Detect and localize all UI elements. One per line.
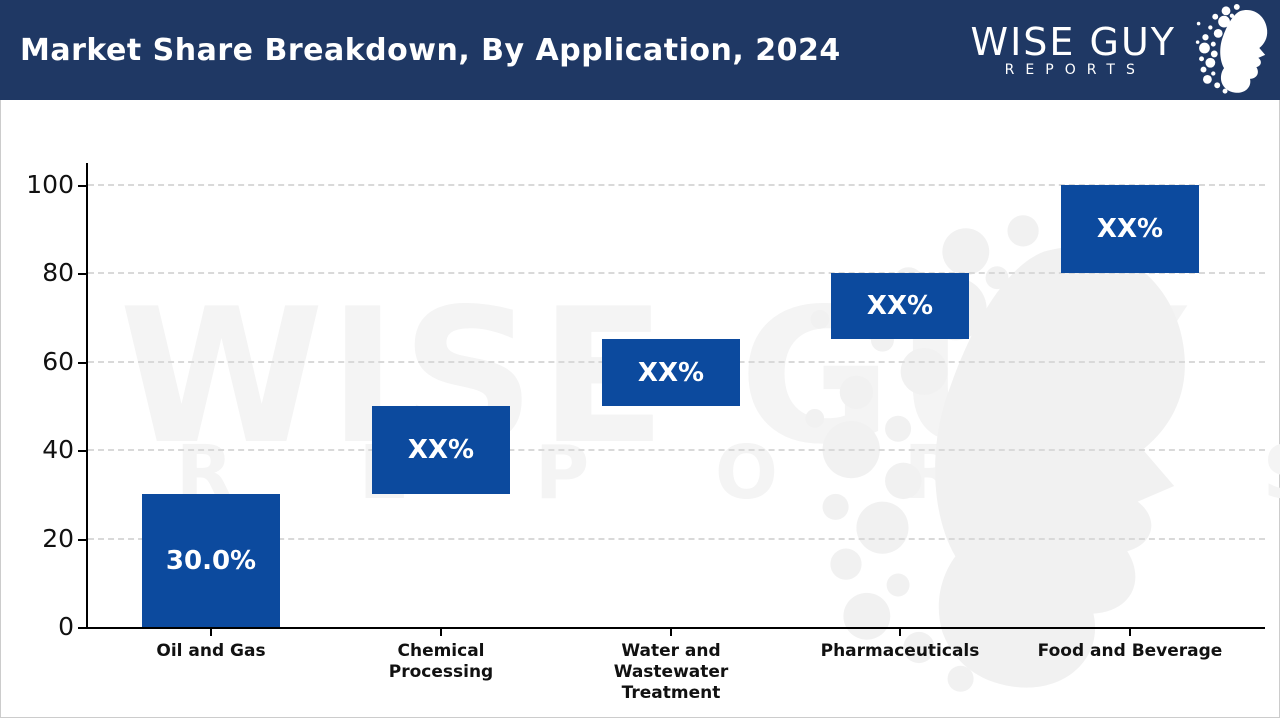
face-logo-icon — [1195, 3, 1268, 94]
header: Market Share Breakdown, By Application, … — [0, 0, 1280, 100]
watermark-face-icon — [805, 215, 1185, 692]
wise-guy-logo: WISE GUY REPORTS — [971, 3, 1280, 97]
chart-area: WISE GUY R E P O R T S — [0, 100, 1280, 718]
page-title: Market Share Breakdown, By Application, … — [20, 32, 841, 68]
logo-wordmark-block: WISE GUY REPORTS — [971, 22, 1176, 78]
logo-wordmark: WISE GUY — [970, 20, 1176, 64]
logo-subtext: REPORTS — [1004, 62, 1146, 78]
